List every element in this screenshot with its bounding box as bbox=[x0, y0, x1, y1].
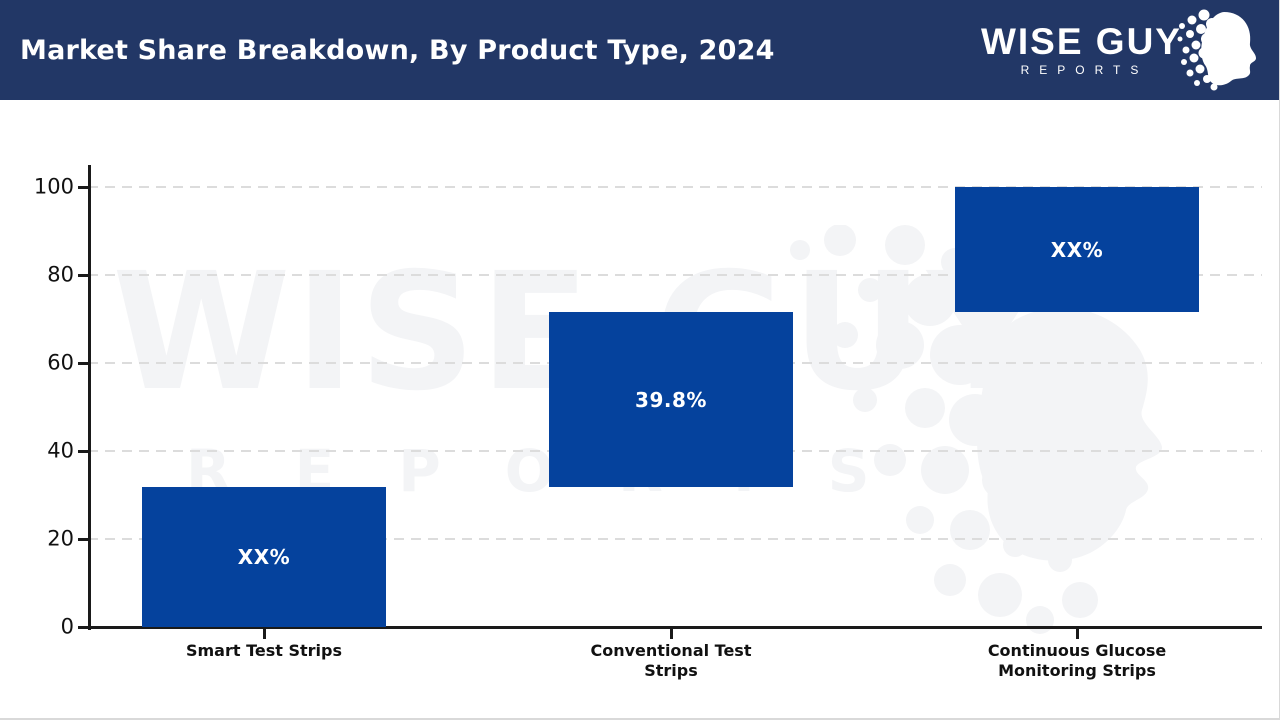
y-tick-0 bbox=[78, 625, 88, 629]
y-tick-label-60: 60 bbox=[47, 350, 74, 375]
y-axis-line bbox=[88, 165, 91, 630]
y-tick-40 bbox=[78, 449, 88, 453]
x-category-label-line: Smart Test Strips bbox=[185, 641, 342, 660]
header-bar: Market Share Breakdown, By Product Type,… bbox=[0, 0, 1279, 100]
y-tick-label-80: 80 bbox=[47, 262, 74, 287]
logo-wordmark: WISE GUY bbox=[980, 21, 1182, 62]
gridline-20 bbox=[88, 538, 1262, 541]
bar-value-label: XX% bbox=[237, 545, 291, 570]
y-tick-label-100: 100 bbox=[33, 174, 74, 199]
x-tick-2 bbox=[1075, 629, 1079, 639]
bar-value-label: 39.8% bbox=[635, 387, 707, 412]
y-tick-20 bbox=[78, 537, 88, 541]
x-tick-0 bbox=[262, 629, 266, 639]
wise-guy-logo: WISE GUY REPORTS bbox=[981, 6, 1266, 94]
x-category-label-line: Conventional Test bbox=[590, 641, 752, 660]
bar-value-label: XX% bbox=[1050, 237, 1104, 262]
logo-text: WISE GUY REPORTS bbox=[981, 23, 1182, 77]
gridline-100 bbox=[88, 186, 1262, 189]
watermark-face-icon bbox=[790, 225, 1163, 634]
x-category-label-line: Strips bbox=[644, 661, 698, 680]
x-tick-1 bbox=[669, 629, 673, 639]
y-tick-label-40: 40 bbox=[47, 438, 74, 463]
bar-conventional-test-strips: 39.8% bbox=[549, 312, 793, 488]
x-axis-line bbox=[88, 626, 1262, 629]
y-tick-80 bbox=[78, 273, 88, 277]
x-category-label-2: Continuous Glucose Monitoring Strips bbox=[927, 641, 1227, 681]
x-category-label-line: Continuous Glucose bbox=[987, 641, 1167, 660]
logo-face-icon bbox=[1177, 9, 1256, 91]
y-tick-60 bbox=[78, 361, 88, 365]
x-category-label-0: Smart Test Strips bbox=[114, 641, 414, 661]
y-tick-100 bbox=[78, 185, 88, 189]
x-category-label-line: Monitoring Strips bbox=[998, 661, 1156, 680]
logo-subtitle: REPORTS bbox=[1020, 63, 1149, 77]
y-tick-label-0: 0 bbox=[60, 614, 74, 639]
chart-title: Market Share Breakdown, By Product Type,… bbox=[20, 34, 775, 66]
x-category-label-1: Conventional Test Strips bbox=[521, 641, 821, 681]
y-tick-label-20: 20 bbox=[47, 526, 74, 551]
bar-continuous-glucose-monitoring-strips: XX% bbox=[955, 187, 1199, 313]
gridline-80 bbox=[88, 274, 1262, 277]
bar-smart-test-strips: XX% bbox=[142, 487, 386, 627]
